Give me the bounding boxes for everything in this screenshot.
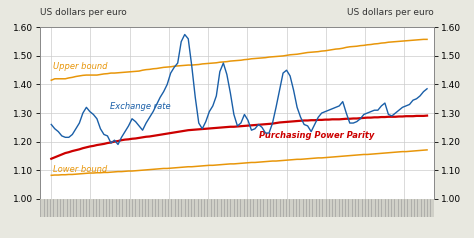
- Text: Lower bound: Lower bound: [53, 165, 108, 174]
- Text: US dollars per euro: US dollars per euro: [347, 9, 434, 17]
- Text: US dollars per euro: US dollars per euro: [40, 9, 127, 17]
- Text: Exchange rate: Exchange rate: [110, 102, 171, 111]
- Text: Upper bound: Upper bound: [53, 62, 108, 71]
- Text: Purchasing Power Parity: Purchasing Power Parity: [259, 131, 374, 140]
